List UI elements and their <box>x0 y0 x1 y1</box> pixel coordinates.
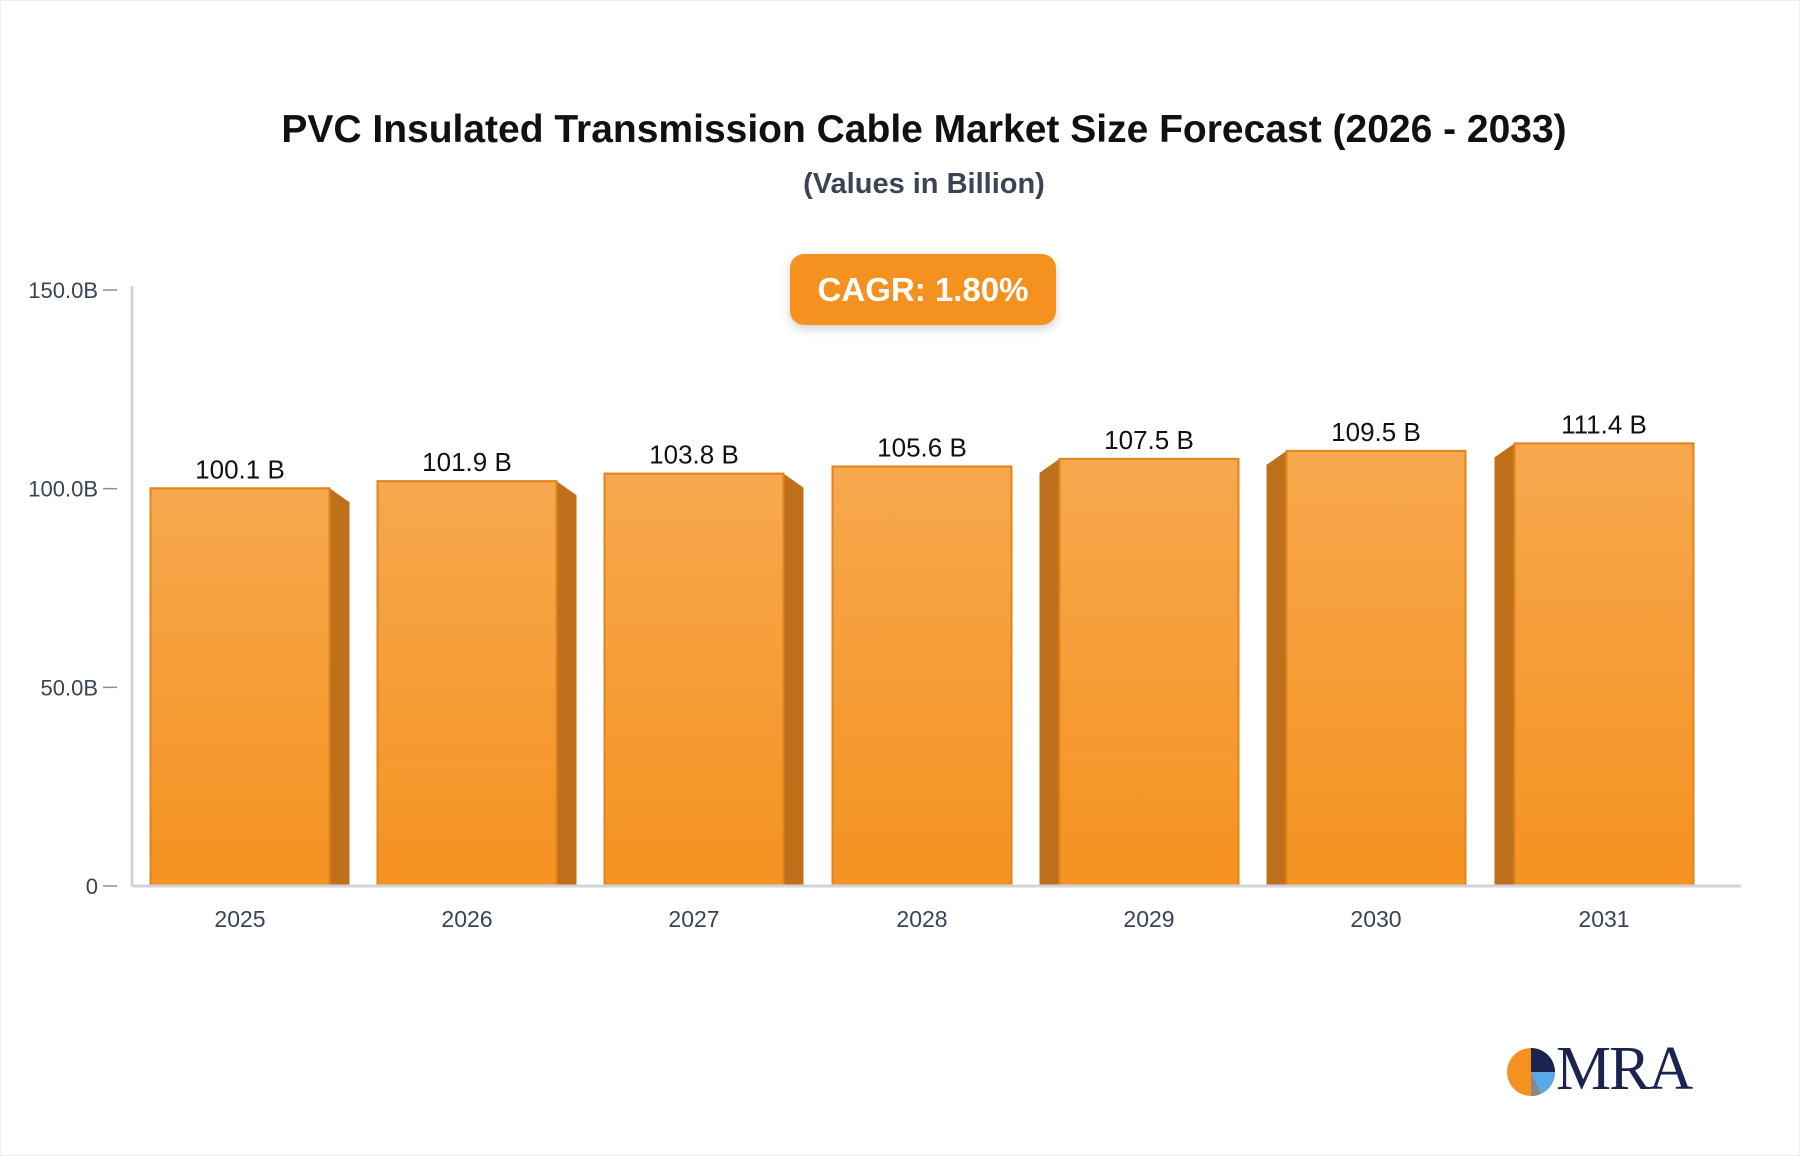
mra-logo: MRA <box>1506 1038 1696 1100</box>
x-tick-label-2029: 2029 <box>1123 906 1174 932</box>
data-label-2030: 109.5 B <box>1331 417 1421 447</box>
bar-side-2027 <box>783 473 804 886</box>
bar-side-2031 <box>1494 443 1515 886</box>
data-label-2028: 105.6 B <box>877 432 967 462</box>
bar-2026 <box>376 480 558 887</box>
x-tick-label-2027: 2027 <box>668 906 719 932</box>
data-label-2029: 107.5 B <box>1104 425 1194 455</box>
logo-pie-icon <box>1507 1048 1556 1097</box>
bar-2025 <box>149 487 331 887</box>
x-tick-label-2028: 2028 <box>896 906 947 932</box>
data-label-2026: 101.9 B <box>422 447 512 477</box>
x-tick-label-2031: 2031 <box>1578 906 1629 932</box>
x-tick-label-2030: 2030 <box>1350 906 1401 932</box>
data-label-2027: 103.8 B <box>649 440 739 470</box>
bar-2031 <box>1513 442 1695 887</box>
x-tick-label-2026: 2026 <box>441 906 492 932</box>
logo-text: MRA <box>1556 1035 1693 1103</box>
y-tick-label: 50.0B <box>41 675 99 700</box>
bar-side-2026 <box>556 481 577 886</box>
x-tick-label-2025: 2025 <box>214 906 265 932</box>
bar-side-2029 <box>1039 458 1060 886</box>
bar-2030 <box>1285 449 1467 887</box>
data-label-2031: 111.4 B <box>1561 409 1647 439</box>
data-label-2025: 100.1 B <box>195 454 285 484</box>
y-tick-label: 100.0B <box>28 477 98 502</box>
bar-2029 <box>1058 457 1240 887</box>
y-tick-label: 150.0B <box>28 278 98 303</box>
cagr-badge: CAGR: 1.80% <box>790 254 1056 325</box>
y-tick-label: 0 <box>86 874 98 899</box>
chart-title: PVC Insulated Transmission Cable Market … <box>281 108 1567 151</box>
bar-side-2030 <box>1266 450 1287 886</box>
bar-2027 <box>603 472 785 887</box>
chart-subtitle: (Values in Billion) <box>803 168 1045 200</box>
bar-side-2025 <box>329 488 350 886</box>
bar-2028 <box>831 465 1013 887</box>
